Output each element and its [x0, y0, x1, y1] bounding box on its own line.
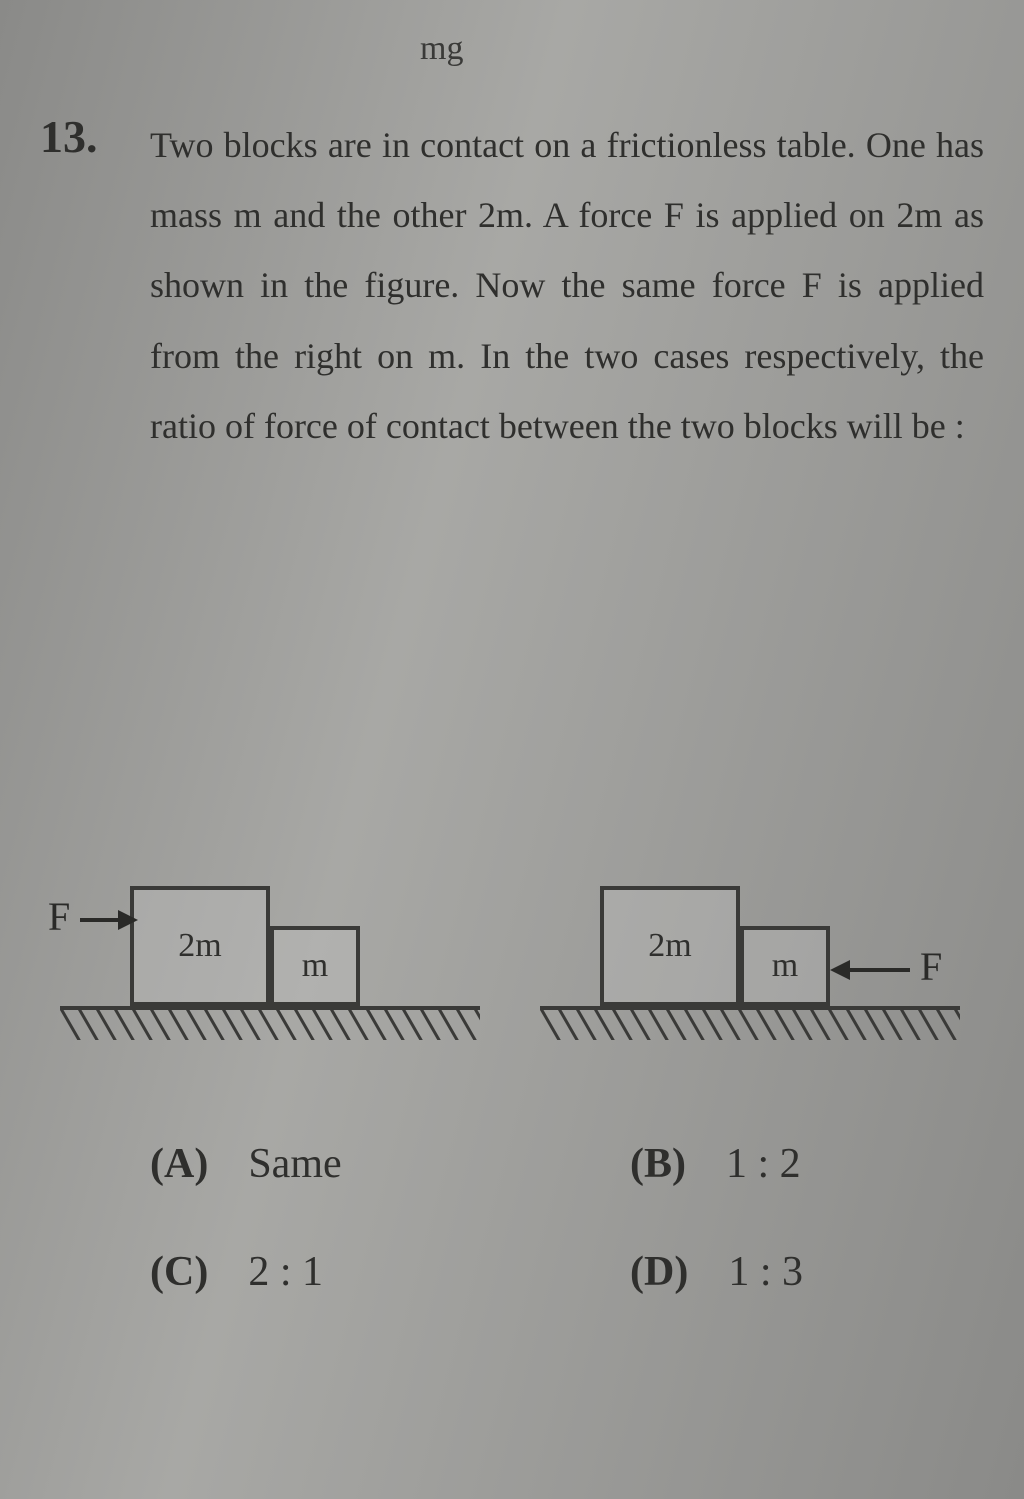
page: mg 13. Two blocks are in contact on a fr… — [0, 0, 1024, 1499]
option-c-value: 2 : 1 — [248, 1248, 323, 1296]
block-m-left: m — [270, 926, 360, 1006]
option-d-letter: (D) — [630, 1248, 688, 1296]
question-text: Two blocks are in contact on a frictionl… — [150, 110, 984, 461]
force-arrow-shaft-right — [850, 968, 910, 972]
option-row-2: (C) 2 : 1 (D) 1 : 3 — [0, 1248, 1024, 1296]
header-fragment: mg — [420, 30, 463, 68]
hatch-right — [540, 1010, 960, 1040]
force-label-left: F — [48, 893, 70, 940]
figures-container: 2m m F 2m m F — [0, 780, 1024, 1080]
option-c-letter: (C) — [150, 1248, 208, 1296]
block-2m-left: 2m — [130, 886, 270, 1006]
option-a: (A) Same — [150, 1140, 550, 1188]
block-2m-right: 2m — [600, 886, 740, 1006]
option-a-value: Same — [248, 1140, 341, 1188]
block-m-left-label: m — [302, 947, 328, 985]
options-container: (A) Same (B) 1 : 2 (C) 2 : 1 (D) 1 : 3 — [0, 1140, 1024, 1356]
force-arrow-head-left — [118, 910, 138, 930]
hatch-left — [60, 1010, 480, 1040]
force-arrow-head-right — [830, 960, 850, 980]
option-d-value: 1 : 3 — [728, 1248, 803, 1296]
block-m-right: m — [740, 926, 830, 1006]
force-arrow-shaft-left — [80, 918, 120, 922]
question-number: 13. — [40, 110, 98, 163]
force-label-right: F — [920, 943, 942, 990]
option-b: (B) 1 : 2 — [630, 1140, 801, 1188]
block-m-right-label: m — [772, 947, 798, 985]
block-2m-right-label: 2m — [648, 927, 691, 965]
block-2m-left-label: 2m — [178, 927, 221, 965]
option-d: (D) 1 : 3 — [630, 1248, 803, 1296]
option-b-value: 1 : 2 — [726, 1140, 801, 1188]
option-b-letter: (B) — [630, 1140, 686, 1188]
option-c: (C) 2 : 1 — [150, 1248, 550, 1296]
option-row-1: (A) Same (B) 1 : 2 — [0, 1140, 1024, 1188]
option-a-letter: (A) — [150, 1140, 208, 1188]
